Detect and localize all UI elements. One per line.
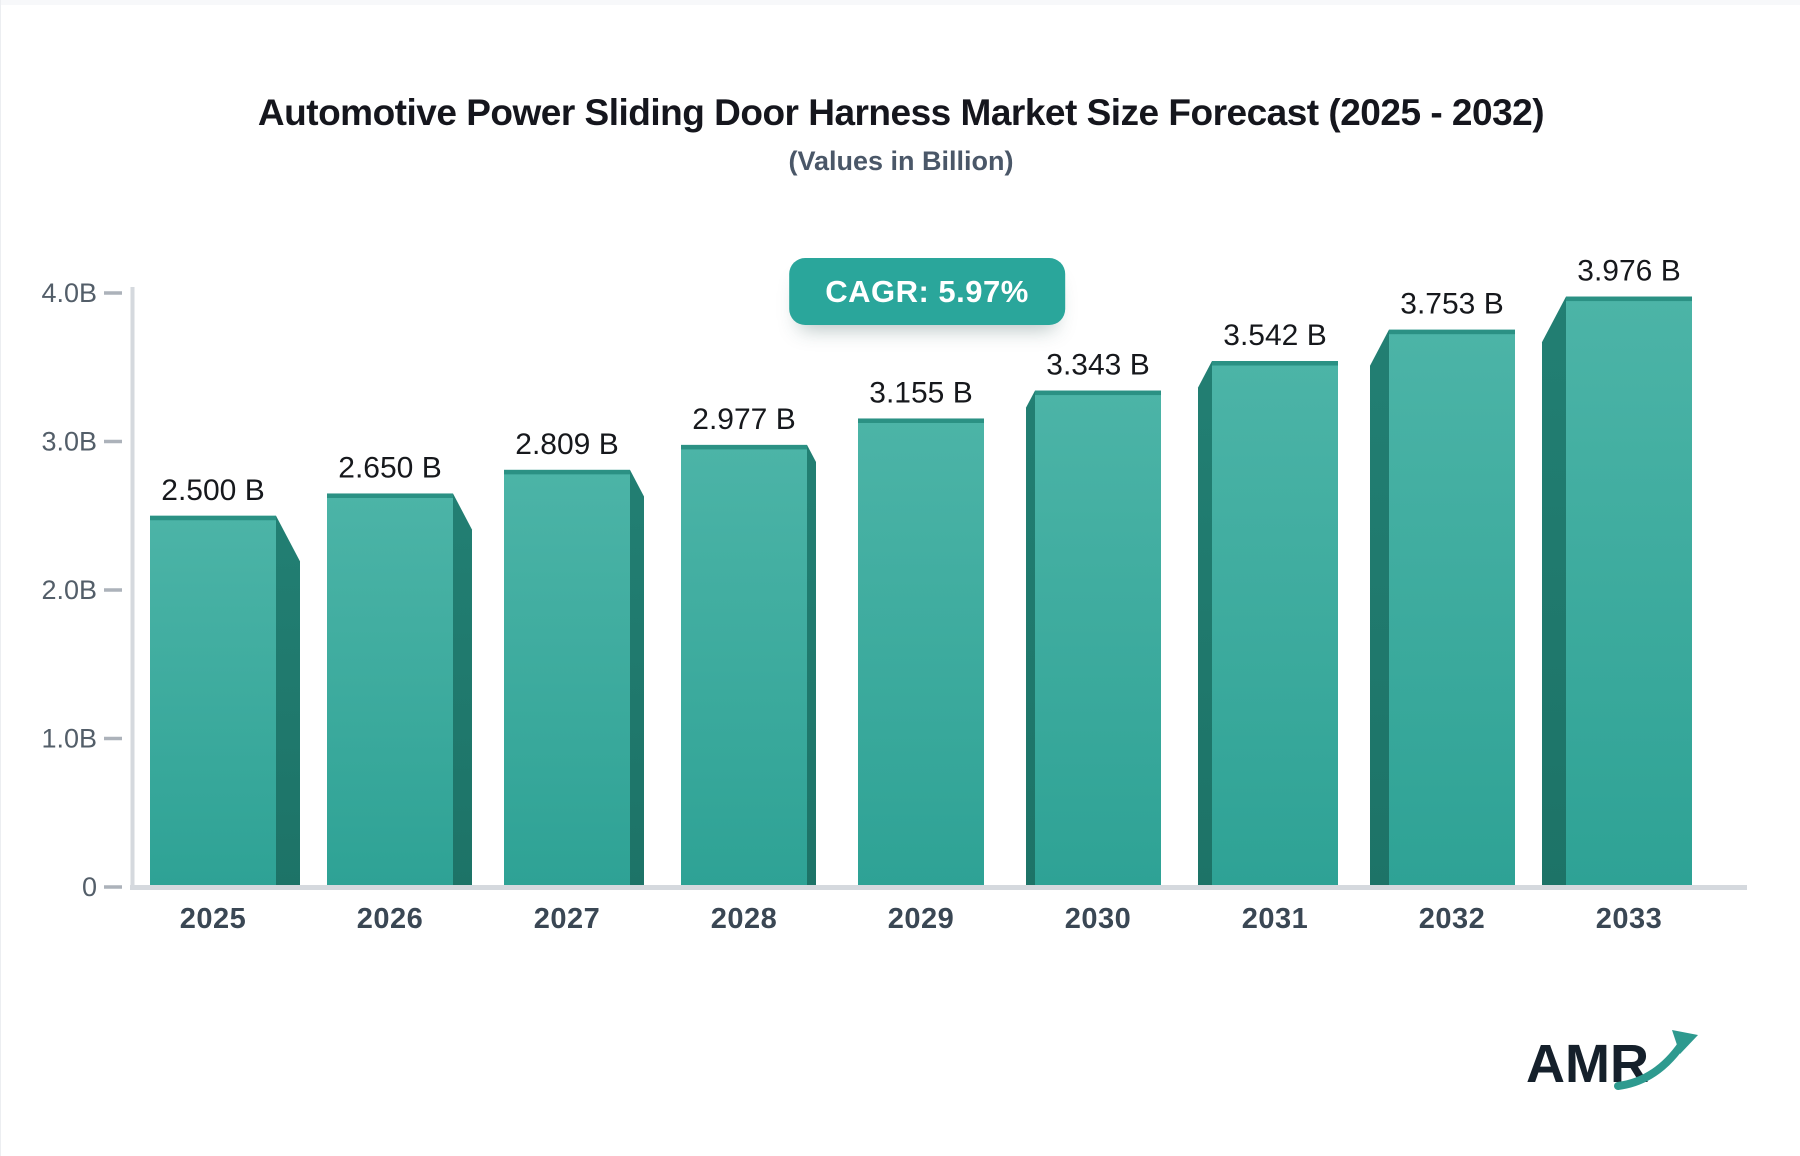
bar-top-edge: [1212, 361, 1338, 366]
bar-group-2030: 3.343 B: [1026, 349, 1161, 887]
bar-value-label: 3.155 B: [869, 376, 972, 409]
bar-side-face: [630, 469, 644, 887]
bar-top-edge: [1566, 296, 1692, 302]
x-tick-label: 2026: [357, 903, 424, 935]
bar: [681, 444, 807, 887]
bar-value-label: 2.650 B: [338, 451, 441, 484]
bar: [327, 493, 453, 887]
x-tick-label: 2028: [711, 903, 778, 935]
bar-value-label: 2.809 B: [515, 428, 618, 461]
cagr-badge: CAGR: 5.97%: [789, 258, 1065, 325]
chart-subtitle: (Values in Billion): [788, 146, 1014, 176]
bar-group-2031: 3.542 B: [1198, 319, 1338, 887]
x-tick-label: 2031: [1242, 903, 1309, 935]
bar: [504, 469, 630, 887]
bar-top-edge: [1035, 390, 1161, 396]
growth-arrow-icon: [1614, 1030, 1698, 1090]
bar-group-2027: 2.809 B: [504, 428, 644, 887]
bar-top-edge: [858, 418, 984, 423]
bar: [1035, 390, 1161, 887]
bars: 2.500 B 2.650 B 2.809 B 2.977 B 3.155 B 3.343…: [150, 255, 1692, 888]
amr-logo: AMR: [1526, 1030, 1701, 1098]
bar-value-label: 3.542 B: [1223, 319, 1326, 352]
cagr-badge-label: CAGR: 5.97%: [825, 274, 1029, 309]
x-tick-label: 2027: [534, 903, 601, 935]
bar: [150, 515, 276, 887]
x-tick-label: 2025: [180, 903, 247, 935]
bar: [858, 418, 984, 887]
bar-top-edge: [150, 515, 276, 521]
bar-side-face: [1198, 361, 1212, 887]
bar-value-label: 2.500 B: [161, 474, 264, 507]
top-strip: [1, 0, 1800, 5]
bar: [1389, 329, 1515, 887]
bar-value-label: 3.976 B: [1577, 255, 1680, 288]
bar-side-face: [276, 515, 300, 887]
bar-group-2033: 3.976 B: [1542, 255, 1692, 888]
x-tick-label: 2030: [1065, 903, 1132, 935]
bar-top-edge: [327, 493, 453, 498]
x-tick-label: 2033: [1596, 903, 1663, 935]
bar-side-face: [453, 493, 472, 887]
bar: [1212, 361, 1338, 887]
bar-group-2028: 2.977 B: [681, 403, 816, 887]
bar-side-face: [1542, 296, 1566, 888]
bar-side-face: [1370, 329, 1389, 887]
bar: [1566, 296, 1692, 888]
y-axis: 0 1.0B 2.0B 3.0B 4.0B: [41, 278, 135, 902]
bar-side-face: [807, 444, 816, 887]
bar-value-label: 3.343 B: [1046, 349, 1149, 382]
y-tick-label: 0: [82, 872, 97, 902]
y-tick-label: 4.0B: [41, 278, 97, 308]
x-axis: 2025 2026 2027 2028 2029 2030 2031 2032 2033: [130, 885, 1747, 935]
bar-top-edge: [1389, 329, 1515, 335]
bar-top-edge: [504, 469, 630, 475]
x-tick-label: 2032: [1419, 903, 1486, 935]
bar-side-face: [1026, 390, 1035, 887]
y-tick-label: 2.0B: [41, 575, 97, 605]
bar-group-2026: 2.650 B: [327, 451, 472, 887]
chart-title: Automotive Power Sliding Door Harness Ma…: [257, 92, 1545, 133]
x-tick-label: 2029: [888, 903, 955, 935]
y-tick-label: 3.0B: [41, 427, 97, 457]
bar-value-label: 3.753 B: [1400, 288, 1503, 321]
bar-top-edge: [681, 444, 807, 450]
bar-group-2025: 2.500 B: [150, 474, 300, 887]
bar-group-2032: 3.753 B: [1370, 288, 1515, 887]
bar-value-label: 2.977 B: [692, 403, 795, 436]
bar-group-2029: 3.155 B: [858, 376, 984, 887]
y-tick-label: 1.0B: [41, 724, 97, 754]
